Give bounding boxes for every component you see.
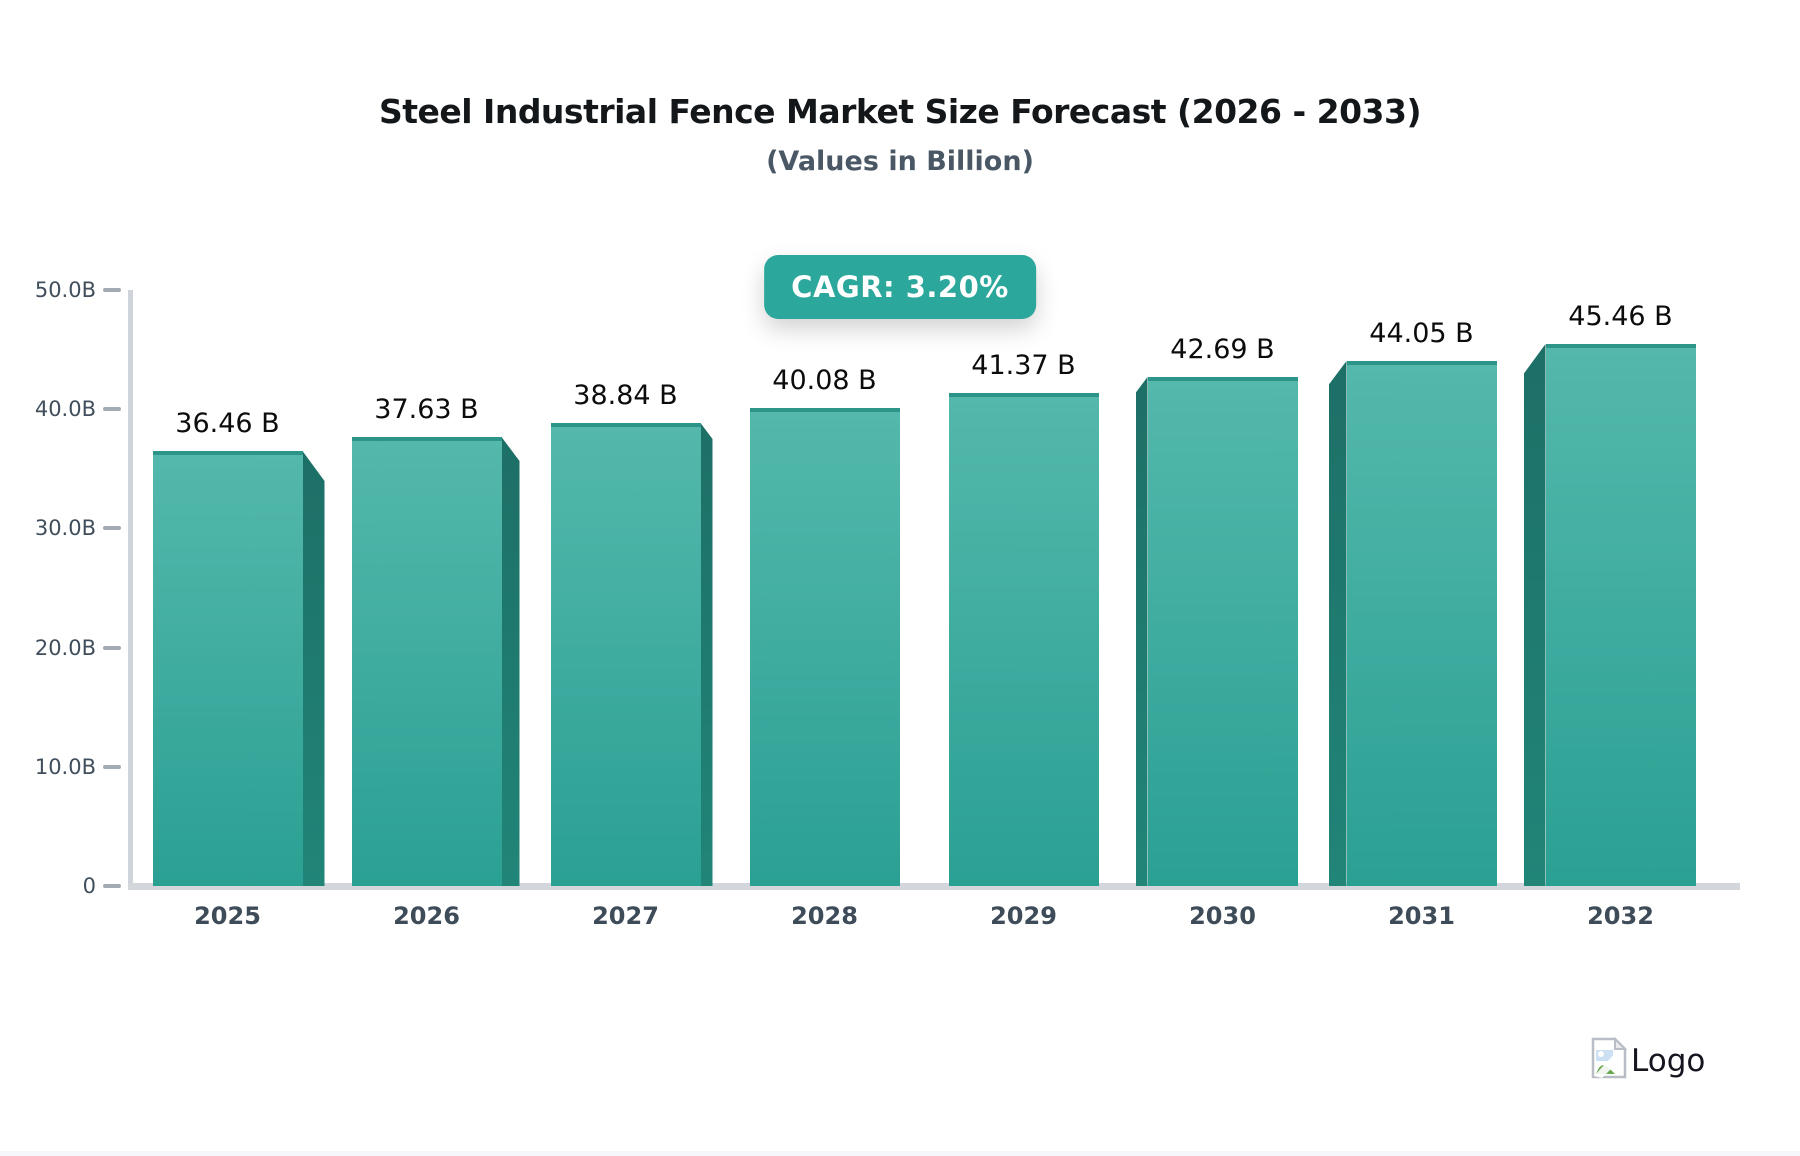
y-axis-tick [103, 407, 121, 412]
y-axis-tick-label: 50.0B [34, 278, 96, 302]
x-axis-label: 2029 [990, 902, 1057, 930]
bar-side-2030 [1135, 377, 1148, 886]
y-axis-tick-label: 40.0B [34, 397, 96, 422]
y-axis-tick [103, 526, 121, 531]
y-axis-tick-label: 0 [82, 874, 96, 898]
bar-2026 [351, 437, 502, 886]
x-axis-baseline [128, 883, 1740, 890]
x-axis-label: 2026 [393, 902, 460, 930]
y-axis-tick-label: 30.0B [34, 516, 96, 541]
x-axis-label: 2025 [194, 902, 261, 930]
page-bottom-edge [0, 1151, 1800, 1156]
y-axis-tick [103, 764, 121, 769]
bar-2029 [948, 393, 1099, 886]
bar-2028 [749, 408, 900, 886]
x-axis-label: 2027 [592, 902, 659, 930]
bar-value-label: 37.63 B [374, 394, 479, 425]
bar-value-label: 45.46 B [1568, 301, 1673, 332]
bar-value-label: 40.08 B [772, 365, 877, 396]
bar-value-label: 38.84 B [573, 380, 678, 411]
y-axis-line [128, 290, 133, 886]
y-axis-tick-label: 10.0B [34, 754, 96, 779]
broken-image-icon [1586, 1036, 1630, 1080]
y-axis-tick [103, 884, 121, 888]
cagr-badge: CAGR: 3.20% [764, 255, 1036, 319]
bar-side-2027 [700, 423, 713, 886]
chart-title: Steel Industrial Fence Market Size Forec… [378, 92, 1422, 131]
bar-side-2031 [1328, 361, 1347, 886]
chart-subtitle: (Values in Billion) [766, 146, 1034, 177]
y-axis-tick [103, 645, 121, 650]
logo-text: Logo [1631, 1043, 1706, 1079]
bar-value-label: 36.46 B [175, 408, 280, 439]
bar-side-2026 [501, 437, 520, 886]
bar-2027 [550, 423, 701, 886]
bar-value-label: 41.37 B [971, 350, 1076, 381]
bar-2025 [152, 451, 303, 886]
x-axis-label: 2031 [1388, 902, 1455, 930]
logo: Logo [1586, 1036, 1705, 1080]
x-axis-label: 2030 [1189, 902, 1256, 930]
bar-side-2032 [1523, 344, 1546, 886]
y-axis-tick-label: 20.0B [34, 635, 96, 660]
x-axis-label: 2032 [1587, 902, 1654, 930]
bar-value-label: 42.69 B [1170, 334, 1275, 365]
bar-side-2025 [302, 451, 325, 886]
x-axis-label: 2028 [791, 902, 858, 930]
bar-2030 [1147, 377, 1298, 886]
bar-2032 [1545, 344, 1696, 886]
bar-value-label: 44.05 B [1369, 318, 1474, 349]
bar-2031 [1346, 361, 1497, 886]
y-axis-tick [103, 288, 121, 292]
